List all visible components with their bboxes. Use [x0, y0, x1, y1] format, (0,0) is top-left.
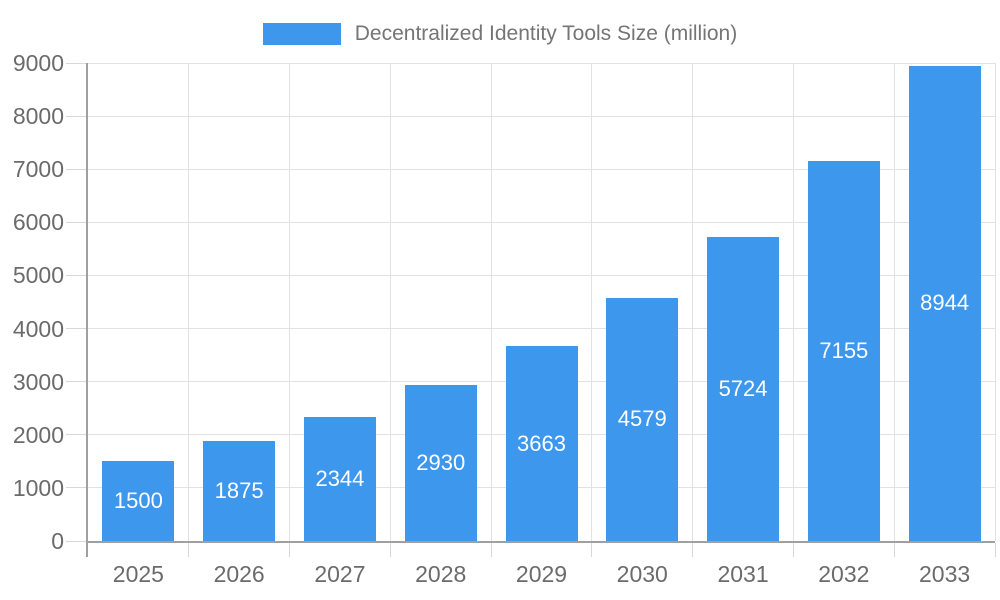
- bar[interactable]: 1500: [102, 461, 175, 541]
- bar-value-label: 1875: [214, 478, 264, 504]
- x-tick: [490, 543, 492, 557]
- y-axis-label: 6000: [12, 209, 64, 236]
- y-tick: [66, 487, 86, 489]
- x-tick: [893, 543, 895, 557]
- y-tick: [66, 168, 86, 170]
- gridline-vertical: [792, 63, 794, 541]
- legend-swatch: [262, 23, 341, 45]
- y-axis-labels: 0 1000 2000 3000 4000 5000 6000 7000 8000 9000: [0, 50, 64, 554]
- gridline-vertical: [389, 63, 391, 541]
- x-axis-label: 2030: [616, 561, 668, 587]
- y-tick: [66, 434, 86, 436]
- y-axis-label: 4000: [12, 315, 64, 342]
- gridline-horizontal: [88, 62, 995, 64]
- y-axis-label: 9000: [12, 50, 64, 76]
- bar[interactable]: 4579: [606, 297, 679, 541]
- x-tick: [591, 543, 593, 557]
- legend-label: Decentralized Identity Tools Size (milli…: [354, 22, 738, 45]
- y-axis-label: 2000: [12, 421, 64, 448]
- x-tick: [692, 543, 694, 557]
- bar[interactable]: 8944: [908, 65, 981, 541]
- x-tick: [289, 543, 291, 557]
- bar[interactable]: 2930: [404, 385, 477, 541]
- bar-value-label: 8944: [920, 290, 970, 316]
- gridline-vertical: [692, 63, 694, 541]
- y-tick: [66, 115, 86, 117]
- gridline-vertical: [591, 63, 593, 541]
- gridline-horizontal: [88, 168, 995, 170]
- bar-value-label: 7155: [819, 337, 869, 363]
- legend[interactable]: Decentralized Identity Tools Size (milli…: [0, 19, 1000, 49]
- x-axis-line: [86, 541, 995, 543]
- gridline-horizontal: [88, 115, 995, 117]
- y-tick: [66, 274, 86, 276]
- bar-value-label: 5724: [718, 375, 768, 401]
- x-axis-labels: 2025 2026 2027 2028 2029 2030 2031 2032 2033: [88, 558, 995, 590]
- x-axis-label: 2025: [112, 561, 164, 587]
- x-axis-label: 2027: [314, 561, 366, 587]
- y-tick: [66, 540, 86, 542]
- x-tick: [792, 543, 794, 557]
- bar-value-label: 4579: [617, 406, 667, 432]
- x-axis-label: 2026: [213, 561, 265, 587]
- x-axis-label: 2033: [919, 561, 971, 587]
- y-axis-label: 8000: [12, 103, 64, 130]
- y-tick: [66, 381, 86, 383]
- gridline-horizontal: [88, 274, 995, 276]
- gridline-vertical: [289, 63, 291, 541]
- gridline-vertical: [893, 63, 895, 541]
- bar-value-label: 1500: [113, 488, 163, 514]
- y-axis-label: 7000: [12, 156, 64, 183]
- bar-value-label: 2930: [416, 450, 466, 476]
- bar[interactable]: 2344: [303, 416, 376, 541]
- gridline-vertical: [994, 63, 996, 541]
- x-tick: [994, 543, 996, 557]
- bar-value-label: 3663: [517, 430, 566, 456]
- gridline-vertical: [490, 63, 492, 541]
- y-axis-line: [86, 63, 88, 557]
- y-axis-label: 3000: [12, 368, 64, 395]
- bar[interactable]: 3663: [505, 346, 578, 541]
- bar-value-label: 2344: [315, 465, 365, 491]
- y-tick: [66, 221, 86, 223]
- y-axis-label: 0: [51, 528, 64, 554]
- x-tick: [389, 543, 391, 557]
- y-tick: [66, 328, 86, 330]
- gridline-horizontal: [88, 221, 995, 223]
- bar[interactable]: 5724: [707, 236, 780, 541]
- bar[interactable]: 7155: [807, 160, 880, 541]
- y-axis-label: 1000: [12, 474, 64, 501]
- plot-area: 1500 1875 2344 2930 3663 4579 5724 7155 8944: [66, 62, 996, 557]
- bar[interactable]: 1875: [203, 441, 276, 541]
- x-axis-label: 2028: [415, 561, 467, 587]
- x-tick: [188, 543, 190, 557]
- y-axis-label: 5000: [12, 262, 64, 289]
- y-tick: [66, 62, 86, 64]
- gridline-vertical: [188, 63, 190, 541]
- x-axis-label: 2031: [717, 561, 769, 587]
- gridline-horizontal: [88, 328, 995, 330]
- x-axis-label: 2029: [515, 561, 568, 587]
- x-axis-label: 2032: [818, 561, 870, 587]
